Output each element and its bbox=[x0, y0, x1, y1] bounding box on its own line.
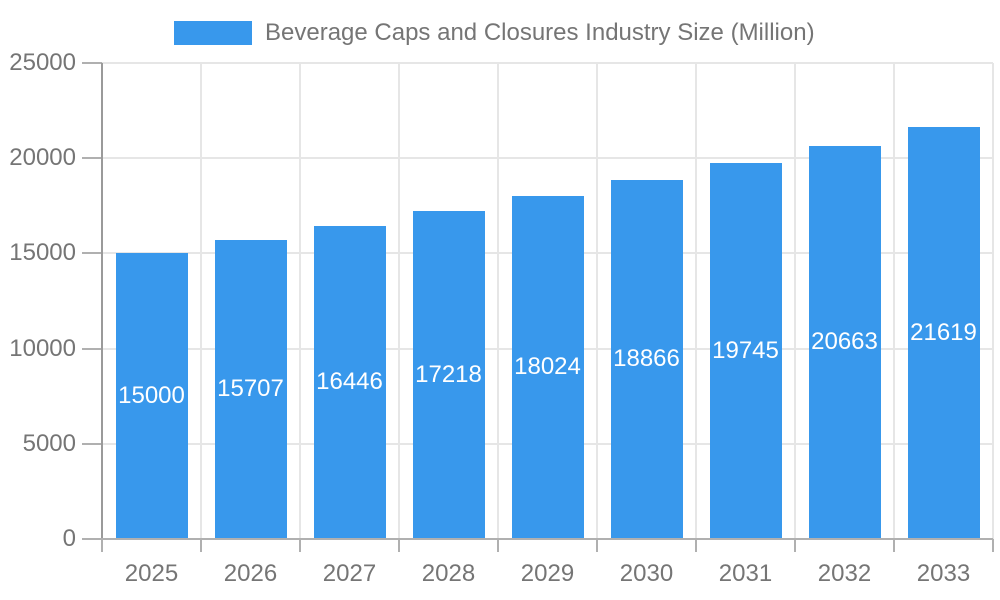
legend[interactable]: Beverage Caps and Closures Industry Size… bbox=[174, 19, 815, 47]
bar-2033[interactable]: 21619 bbox=[907, 127, 980, 539]
y-axis-tick bbox=[82, 157, 102, 160]
bar-value-label: 18024 bbox=[514, 353, 581, 381]
y-axis-tick bbox=[82, 252, 102, 255]
y-axis-tick bbox=[82, 62, 102, 64]
bar-value-label: 16446 bbox=[316, 368, 383, 396]
x-axis-tick-label: 2028 bbox=[421, 560, 476, 587]
vertical-gridline bbox=[200, 63, 202, 539]
x-axis-tick bbox=[497, 539, 499, 552]
vertical-gridline bbox=[893, 63, 895, 539]
y-axis-tick-label: 10000 bbox=[9, 334, 76, 362]
x-axis-tick-label: 2033 bbox=[916, 560, 971, 587]
bar-2032[interactable]: 20663 bbox=[808, 145, 881, 539]
vertical-gridline bbox=[695, 63, 697, 539]
vertical-gridline bbox=[992, 63, 994, 539]
y-axis-tick bbox=[82, 442, 102, 445]
bar-2031[interactable]: 19745 bbox=[709, 163, 782, 539]
bar-value-label: 21619 bbox=[910, 319, 977, 347]
x-axis-tick-label: 2025 bbox=[124, 560, 179, 587]
vertical-gridline bbox=[497, 63, 499, 539]
x-axis-tick-label: 2029 bbox=[520, 560, 575, 587]
bar-2025[interactable]: 15000 bbox=[115, 253, 188, 539]
x-axis-line bbox=[82, 538, 993, 540]
y-axis-tick-label: 0 bbox=[62, 525, 76, 552]
bar-value-label: 15707 bbox=[217, 375, 284, 403]
legend-label: Beverage Caps and Closures Industry Size… bbox=[265, 19, 815, 46]
legend-swatch-icon bbox=[174, 21, 252, 45]
y-axis-tick bbox=[82, 347, 102, 350]
x-axis-tick bbox=[398, 539, 400, 552]
vertical-gridline bbox=[596, 63, 598, 539]
bar-2028[interactable]: 17218 bbox=[412, 211, 485, 539]
y-axis-tick-label: 5000 bbox=[22, 429, 76, 457]
x-axis-tick bbox=[992, 539, 994, 552]
x-axis-tick bbox=[200, 539, 202, 552]
x-axis-tick bbox=[101, 539, 103, 552]
x-axis-tick-label: 2030 bbox=[619, 560, 674, 587]
x-axis-tick bbox=[695, 539, 697, 552]
bar-value-label: 17218 bbox=[415, 361, 482, 389]
x-axis-tick-label: 2032 bbox=[817, 560, 872, 587]
x-axis-tick-label: 2027 bbox=[322, 560, 377, 587]
vertical-gridline bbox=[398, 63, 400, 539]
bar-value-label: 18866 bbox=[613, 345, 680, 373]
bar-2027[interactable]: 16446 bbox=[313, 225, 386, 539]
x-axis-tick bbox=[299, 539, 301, 552]
bar-2029[interactable]: 18024 bbox=[511, 195, 584, 539]
x-axis-tick bbox=[794, 539, 796, 552]
vertical-gridline bbox=[794, 63, 796, 539]
y-axis-tick-label: 25000 bbox=[9, 49, 76, 76]
bar-2026[interactable]: 15707 bbox=[214, 239, 287, 539]
x-axis-tick bbox=[596, 539, 598, 552]
bar-value-label: 19745 bbox=[712, 337, 779, 365]
plot-area: 0 5000 10000 15000 20000 25000 15000 15707 16446… bbox=[9, 49, 994, 587]
x-axis-tick-label: 2031 bbox=[718, 560, 773, 587]
bar-2030[interactable]: 18866 bbox=[610, 179, 683, 539]
bar-value-label: 15000 bbox=[118, 382, 185, 410]
bar-value-label: 20663 bbox=[811, 328, 878, 356]
vertical-gridline bbox=[299, 63, 301, 539]
horizontal-gridline bbox=[102, 62, 993, 64]
x-axis-tick bbox=[893, 539, 895, 552]
horizontal-gridline bbox=[102, 157, 993, 160]
y-axis-tick-label: 20000 bbox=[9, 144, 76, 172]
y-axis-tick-label: 15000 bbox=[9, 239, 76, 267]
y-axis-line bbox=[101, 63, 103, 539]
x-axis-tick-label: 2026 bbox=[223, 560, 278, 587]
